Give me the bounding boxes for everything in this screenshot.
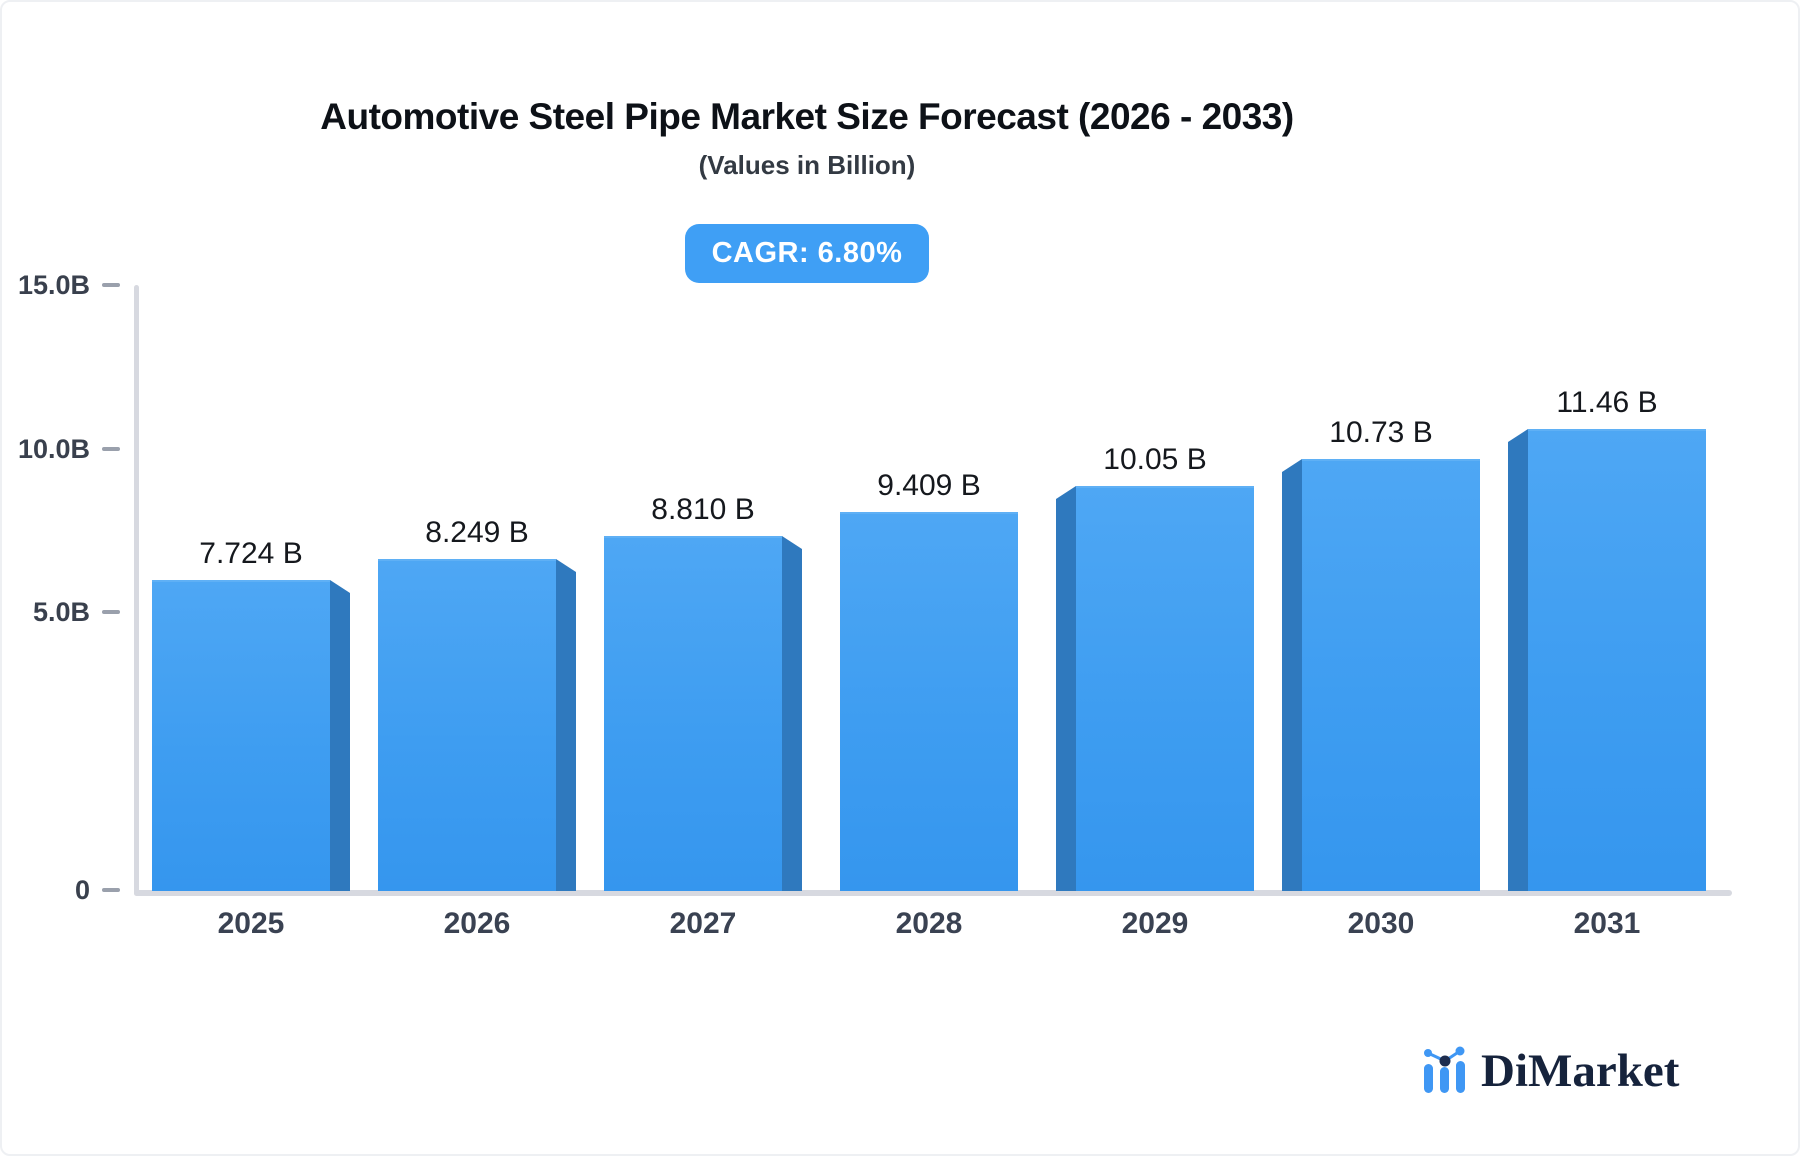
bar-value-label: 8.249 B (425, 516, 529, 549)
bar-value-label: 7.724 B (199, 537, 303, 570)
y-tick-label: 0 (74, 875, 90, 905)
chart-subtitle: (Values in Billion) (698, 150, 916, 180)
x-axis-line (134, 890, 1732, 896)
bar-2025 (152, 580, 330, 891)
bar-2027 (604, 536, 782, 891)
bar-2025-side-face (330, 580, 350, 891)
x-tick-label: 2025 (217, 907, 285, 940)
bar-2026 (378, 559, 556, 891)
bar-2029 (1076, 486, 1254, 891)
bar-2030 (1302, 459, 1480, 891)
brand-logo: DiMarket (1420, 1044, 1679, 1098)
bar-2031-side-face (1508, 429, 1528, 891)
cagr-badge-row: CAGR: 6.80% (2, 224, 1612, 283)
bar-value-label: 9.409 B (877, 469, 981, 502)
chart-title: Automotive Steel Pipe Market Size Foreca… (320, 96, 1294, 137)
bar-2026-side-face (556, 559, 576, 891)
x-tick-label: 2029 (1121, 907, 1189, 940)
bar-2031 (1528, 429, 1706, 891)
y-tick-label: 15.0B (17, 270, 90, 300)
bar-2030-side-face (1282, 459, 1302, 891)
y-tick-mark (102, 447, 120, 451)
bar-value-label: 10.73 B (1329, 416, 1433, 449)
y-tick-mark (102, 283, 120, 287)
y-tick-label: 5.0B (32, 597, 90, 627)
x-tick-label: 2030 (1347, 907, 1415, 940)
bar-2027-side-face (782, 536, 802, 891)
y-tick-mark (102, 888, 120, 892)
bar-2028 (840, 512, 1018, 891)
bar-value-label: 8.810 B (651, 493, 755, 526)
bar-2029-side-face (1056, 486, 1076, 891)
bar-value-label: 10.05 B (1103, 443, 1207, 476)
x-tick-label: 2026 (443, 907, 511, 940)
x-tick-label: 2027 (669, 907, 737, 940)
cagr-badge: CAGR: 6.80% (684, 224, 930, 283)
y-tick-mark (102, 610, 120, 614)
bar-value-label: 11.46 B (1556, 386, 1658, 419)
brand-name: DiMarket (1481, 1045, 1680, 1097)
x-tick-label: 2031 (1573, 907, 1641, 940)
y-tick-label: 10.0B (17, 434, 90, 464)
x-tick-label: 2028 (895, 907, 963, 940)
bar-chart-trend-icon (1424, 1046, 1465, 1093)
y-axis-line (134, 285, 139, 896)
